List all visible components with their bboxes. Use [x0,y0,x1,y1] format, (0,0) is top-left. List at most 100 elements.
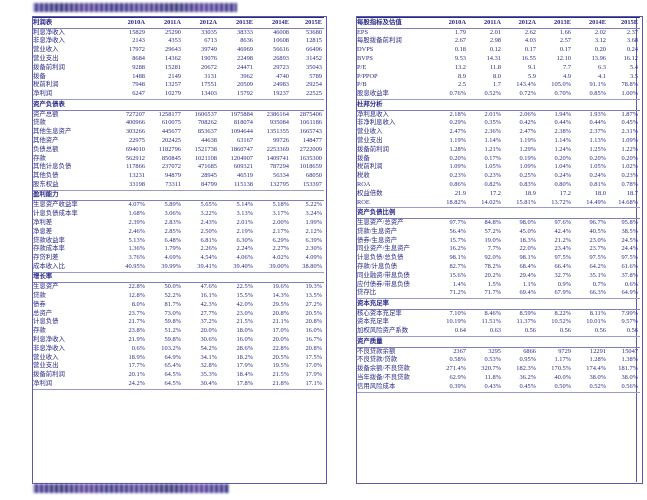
table-row: DVPS 0.18 0.12 0.17 0.17 0.20 0.24 [357,46,640,55]
cell-value: 0.12 [489,46,501,54]
cell-value: 9729 [558,347,571,355]
cell-value: 3.5 [630,72,638,80]
section-header-row: 资本充足率 [357,298,640,310]
cell-value: 39.99% [147,262,183,273]
cell-value: 0.52% [573,382,608,393]
cell-value: 64.5% [147,380,183,390]
cell-value: 17.2 [559,189,571,197]
section-title: 每股指标及估值 [357,17,433,29]
cell-value: 91.1% [589,81,606,89]
cell-value: 148477 [302,136,322,144]
cell-value: 5.13% [128,236,145,244]
cell-value: 28945 [201,172,217,180]
cell-value: 1.1% [522,280,536,288]
cell-value: 11.51% [481,318,501,326]
section-header-spacer [291,189,324,202]
cell-value: 1.7 [493,81,501,89]
row-label: 营业收入 [33,46,59,54]
table-row: 非息净收入 0.6% 103.2% 54.2% 28.6% 22.8% 20.8% [33,345,324,354]
column-header-year: 2013E [219,17,255,29]
cell-value: 2.30% [305,245,322,253]
cell-value: 4.54% [200,254,217,262]
cell-value: 97.5% [621,254,638,262]
table-row: 营业支出 17.7% 65.4% 32.8% 17.9% 19.5% 17.0% [33,362,324,371]
row-label: 计息负债 [33,318,59,326]
cell-value: 18.2% [236,353,253,361]
right-table-edge-rule [636,16,642,482]
cell-value: 6247 [111,90,147,100]
cell-value: 39.41% [183,262,219,273]
cell-value: 4.9 [563,72,571,80]
section-title: 盈利能力 [33,189,111,202]
cell-value: 46519 [237,172,253,180]
row-label: 营业支出 [33,54,59,62]
cell-value: 44638 [201,136,217,144]
cell-value: 2367 [453,347,466,355]
cell-value: 1.00% [608,90,640,100]
section-header-spacer [538,336,573,348]
cell-value: 39.40% [219,262,255,273]
cell-value: 153397 [291,180,324,191]
cell-value: 57.2% [484,227,501,235]
cell-value: 708262 [197,119,217,127]
section-header-spacer [183,189,219,202]
row-label: 营业收入 [357,128,383,136]
cell-value: 20.0% [272,336,289,344]
cell-value: 4.07% [128,201,145,209]
cell-value: 42.4% [554,227,571,235]
row-label: 同业融资/带息负债 [357,271,410,279]
cell-value: 1.19% [519,136,536,144]
row-label: 存款 [33,154,46,162]
cell-value: 10.19% [446,318,466,326]
cell-value: 11.8% [484,374,501,382]
cell-value: 14.02% [468,198,503,209]
cell-value: 73311 [147,180,183,191]
section-header-row: 资产质量 [357,336,640,348]
cell-value: 4.02% [272,254,289,262]
section-header-spacer [573,207,608,219]
cell-value: 14362 [165,54,181,62]
cell-value: 62.9% [449,374,466,382]
cell-value: 8.0% [131,300,145,308]
row-label: 拨备前利润 [33,371,65,379]
cell-value: 2.27% [272,245,289,253]
row-label: 不良贷款余额 [357,347,396,355]
cell-value: 78.2% [484,262,501,270]
table-row: 应付债券/带息负债 1.4% 1.5% 1.1% 0.9% 0.7% 0.6% [357,281,640,290]
cell-value: 17.0% [272,327,289,335]
section-title: 资产负债表 [33,98,111,111]
cell-value: 19.3% [305,283,322,291]
cell-value: 24.4% [621,245,638,253]
table-row: 净息差 2.46% 2.85% 2.50% 2.19% 2.17% 2.12% [33,228,324,237]
row-label: 债券 [33,300,46,308]
cell-value: 40.0% [554,374,571,382]
cell-value: 0.72% [503,90,538,100]
cell-value: 84799 [183,180,219,191]
cell-value: 1021108 [194,154,217,162]
cell-value: 2.47% [519,128,536,136]
row-label: 债券/生息资产 [357,236,398,244]
cell-value: 5.9 [528,72,536,80]
cell-value: 2.12% [305,227,322,235]
cell-value: 38.5% [621,227,638,235]
cell-value: 5.14% [236,201,253,209]
cell-value: 15.81% [503,198,538,209]
cell-value: 1.28% [449,145,466,153]
cell-value: 2.47% [449,128,466,136]
cell-value: 13.2 [454,63,466,71]
cell-value: 2.01% [236,218,253,226]
cell-value: 2.19% [236,227,253,235]
cell-value: 22.8% [272,344,289,352]
cell-value: 6.39% [305,236,322,244]
cell-value: 6866 [523,347,536,355]
row-label: 净息差 [33,227,53,235]
row-label: 核心资本充足率 [357,309,402,317]
cell-value: 2.46% [128,227,145,235]
cell-value: 0.19% [519,154,536,162]
table-row: 营业支出 1.19% 1.14% 1.19% 1.14% 1.13% 1.09% [357,137,640,146]
section-header-spacer [468,98,503,111]
row-label: 存款成本率 [33,245,65,253]
cell-value: 1094644 [230,128,253,136]
cell-value: 7.7 [563,63,571,71]
cell-value: 237072 [161,163,181,171]
